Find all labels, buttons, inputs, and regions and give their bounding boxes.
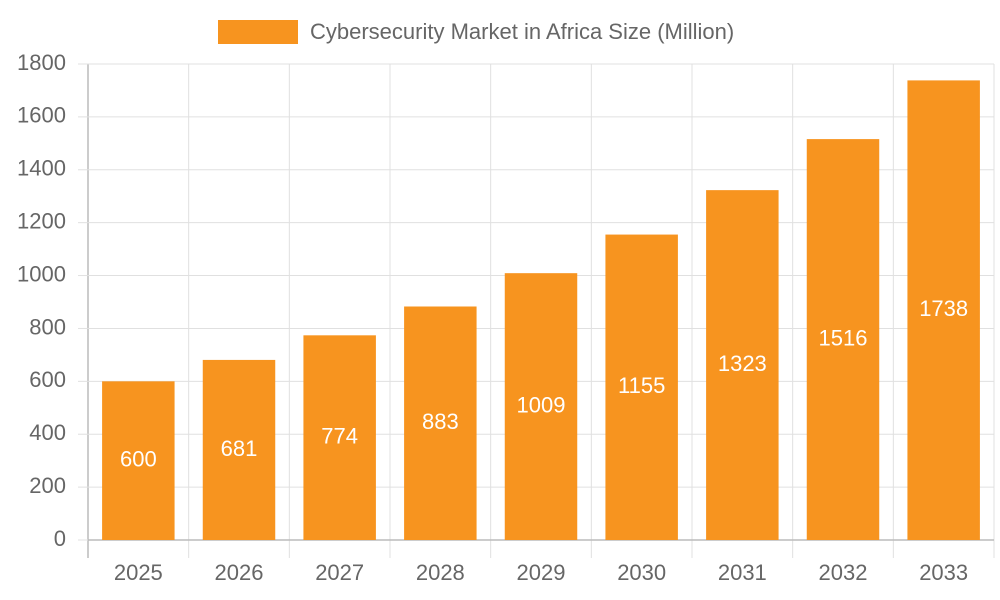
- data-label: 1155: [618, 373, 665, 398]
- bar: [404, 306, 477, 540]
- y-tick-label: 0: [54, 526, 66, 551]
- y-tick-label: 800: [29, 314, 66, 339]
- bar: [907, 80, 980, 540]
- x-tick-label: 2028: [416, 560, 465, 585]
- y-tick-label: 200: [29, 473, 66, 498]
- x-tick-label: 2033: [919, 560, 968, 585]
- bar: [303, 335, 376, 540]
- bar: [706, 190, 779, 540]
- data-label: 600: [120, 446, 157, 471]
- x-tick-label: 2025: [114, 560, 163, 585]
- bar: [806, 139, 880, 540]
- bar: [504, 273, 578, 540]
- data-label: 1516: [819, 325, 868, 350]
- data-label: 883: [422, 409, 459, 434]
- x-tick-label: 2027: [315, 560, 364, 585]
- x-tick-label: 2030: [617, 560, 666, 585]
- y-tick-label: 1000: [17, 261, 66, 286]
- x-tick-label: 2029: [517, 560, 566, 585]
- data-label: 681: [221, 436, 258, 461]
- y-tick-label: 1800: [17, 50, 66, 75]
- legend-label: Cybersecurity Market in Africa Size (Mil…: [310, 19, 734, 44]
- data-label: 774: [321, 423, 358, 448]
- bar: [202, 359, 276, 540]
- data-label: 1738: [919, 296, 968, 321]
- y-tick-label: 1600: [17, 103, 66, 128]
- data-label: 1009: [517, 392, 566, 417]
- data-label: 1323: [718, 351, 767, 376]
- legend-swatch: [218, 20, 298, 44]
- bar: [102, 381, 175, 540]
- y-tick-label: 400: [29, 420, 66, 445]
- bar: [605, 234, 678, 541]
- y-tick-label: 600: [29, 367, 66, 392]
- x-tick-label: 2032: [819, 560, 868, 585]
- y-tick-label: 1400: [17, 156, 66, 181]
- x-tick-label: 2031: [718, 560, 767, 585]
- x-tick-label: 2026: [215, 560, 264, 585]
- y-tick-label: 1200: [17, 208, 66, 233]
